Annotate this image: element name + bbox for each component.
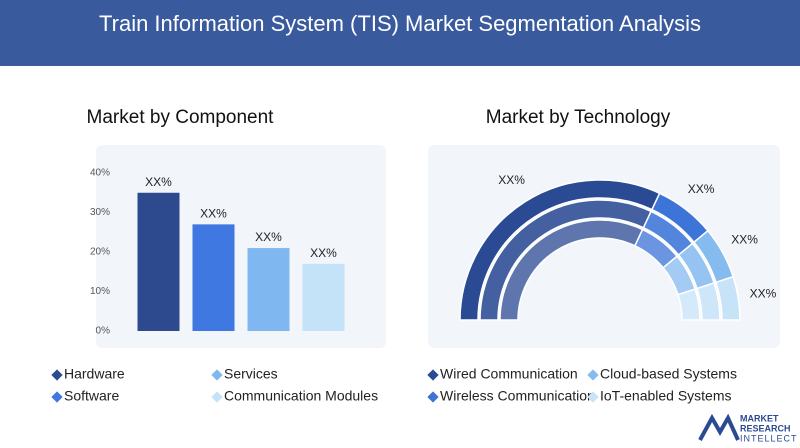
legend-label: Services [224, 366, 278, 382]
value-label: XX% [310, 246, 337, 260]
y-tick-label: 30% [90, 207, 110, 218]
y-tick-label: 20% [90, 247, 110, 258]
legend-marker [51, 369, 63, 381]
value-label: XX% [200, 207, 227, 221]
donut-segment [696, 281, 721, 321]
value-label: XX% [255, 230, 282, 244]
logo-text: MARKET [740, 413, 779, 423]
legend-marker [211, 369, 223, 381]
chart-title: Market by Component [87, 107, 275, 128]
bar [137, 192, 180, 331]
value-label: XX% [498, 173, 525, 187]
legend-marker [427, 391, 439, 403]
logo-text: INTELLECT [740, 433, 798, 443]
donut-segment [677, 288, 701, 321]
y-tick-label: 10% [90, 286, 110, 297]
legend-label: Wired Communication [440, 366, 578, 382]
chart-title: Market by Technology [486, 107, 671, 128]
y-tick-label: 0% [96, 326, 111, 337]
legend-label: Wireless Communication [440, 388, 595, 404]
value-label: XX% [688, 182, 715, 196]
bar [192, 224, 235, 331]
logo-text: RESEARCH [740, 423, 791, 433]
legend-marker [587, 369, 599, 381]
value-label: XX% [750, 286, 777, 300]
bar [302, 263, 345, 331]
header-band [0, 0, 800, 66]
legend-marker [51, 391, 63, 403]
legend-marker [211, 391, 223, 403]
legend-marker [427, 369, 439, 381]
y-tick-label: 40% [90, 168, 110, 179]
legend-label: Communication Modules [224, 388, 378, 404]
donut-segment [715, 275, 741, 321]
logo-mark [698, 413, 740, 441]
legend-label: Cloud-based Systems [600, 366, 737, 382]
legend-label: Software [64, 388, 119, 404]
legend-label: Hardware [64, 366, 125, 382]
header-title: Train Information System (TIS) Market Se… [99, 11, 701, 36]
value-label: XX% [731, 233, 758, 247]
value-label: XX% [145, 175, 172, 189]
legend-marker [587, 391, 599, 403]
bar [247, 248, 290, 331]
legend-label: IoT-enabled Systems [600, 388, 732, 404]
